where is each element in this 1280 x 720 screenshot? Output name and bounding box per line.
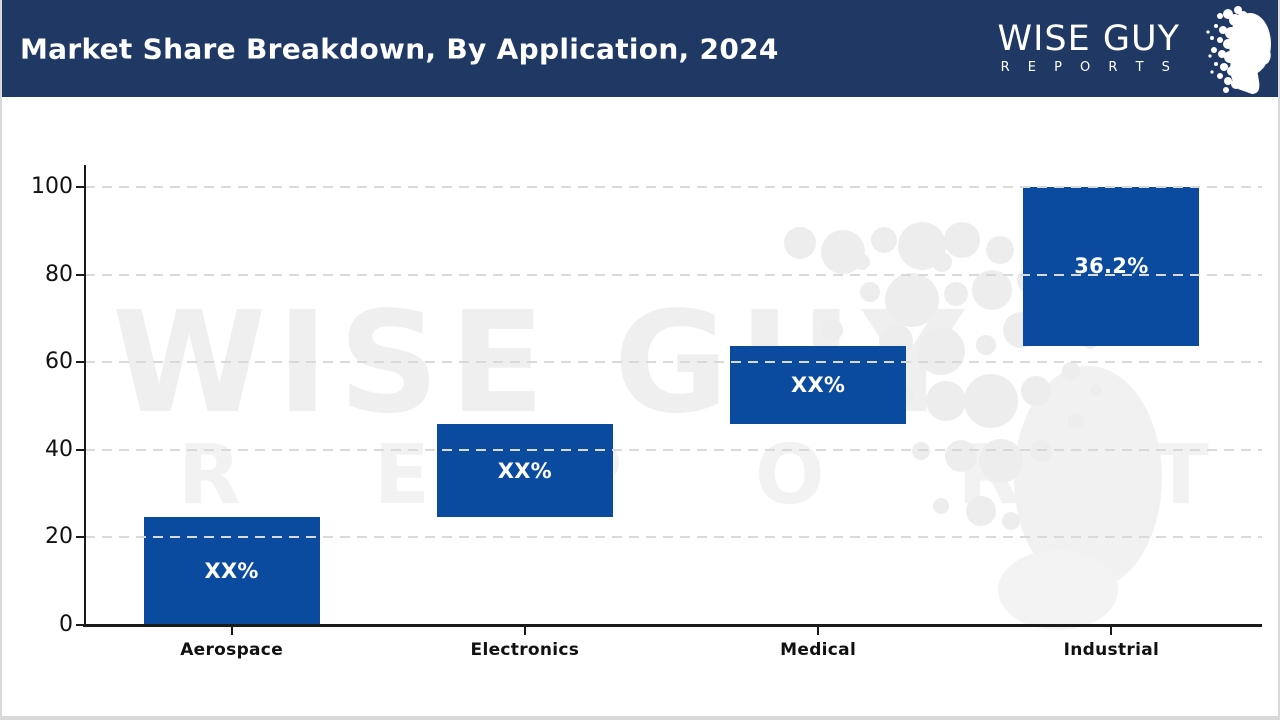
chart-title: Market Share Breakdown, By Application, … <box>20 32 779 65</box>
brand-logo-line2: R E P O R T S <box>1000 60 1177 75</box>
y-axis-tick-label: 60 <box>45 349 73 375</box>
header-bar: Market Share Breakdown, By Application, … <box>0 0 1280 97</box>
brand-logo-text: WISE GUY R E P O R T S <box>997 19 1180 76</box>
x-axis-tick <box>523 627 526 635</box>
y-axis-tick-label: 0 <box>59 612 73 637</box>
y-axis-spine <box>84 165 86 625</box>
y-axis-tick-label: 100 <box>31 174 73 199</box>
bar-aerospace <box>143 517 320 625</box>
brand-logo: WISE GUY R E P O R T S <box>997 4 1271 94</box>
bar-electronics <box>436 423 613 518</box>
y-axis-tick <box>76 624 84 626</box>
x-axis-tick <box>230 627 233 635</box>
x-axis-tick <box>1110 627 1113 635</box>
x-axis-category-label-aerospace: Aerospace <box>180 640 284 660</box>
brand-logo-line1: WISE GUY <box>997 19 1180 59</box>
brand-face-icon <box>1206 6 1271 94</box>
x-axis-spine <box>83 624 1262 627</box>
x-axis-category-label-electronics: Electronics <box>470 640 580 660</box>
bar-medical <box>730 345 907 424</box>
y-axis-tick <box>76 361 84 364</box>
gridline <box>85 448 1262 451</box>
y-axis-tick <box>76 536 84 539</box>
gridline <box>85 536 1262 539</box>
x-axis-tick <box>817 627 820 635</box>
y-axis-tick-label: 40 <box>45 436 73 462</box>
y-axis-tick-label: 80 <box>45 261 73 287</box>
gridline <box>85 186 1262 188</box>
gridline <box>85 273 1262 276</box>
x-axis-category-label-medical: Medical <box>780 640 857 660</box>
bar-industrial <box>1023 187 1200 346</box>
gridline <box>85 361 1262 364</box>
y-axis-tick <box>76 186 84 188</box>
x-axis-category-label-industrial: Industrial <box>1063 640 1160 660</box>
y-axis-tick <box>76 448 84 451</box>
y-axis-tick-label: 20 <box>45 524 73 550</box>
y-axis-tick <box>76 273 84 276</box>
